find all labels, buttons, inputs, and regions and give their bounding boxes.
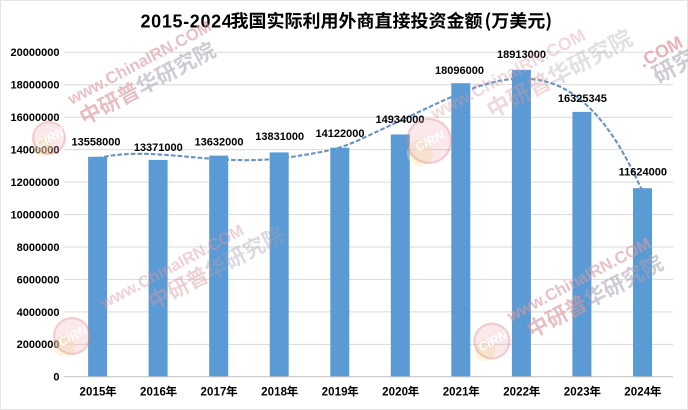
svg-text:2020: 2020 xyxy=(382,387,408,399)
svg-text:2022: 2022 xyxy=(503,387,529,399)
svg-text:0: 0 xyxy=(53,372,59,384)
svg-text:8000000: 8000000 xyxy=(17,242,60,254)
svg-text:10000000: 10000000 xyxy=(11,210,60,222)
svg-text:2015: 2015 xyxy=(80,387,106,399)
svg-text:13831000: 13831000 xyxy=(255,131,304,143)
svg-text:14000000: 14000000 xyxy=(11,145,60,157)
svg-text:14122000: 14122000 xyxy=(316,128,365,140)
svg-text:2018: 2018 xyxy=(261,387,287,399)
svg-text:6000000: 6000000 xyxy=(17,274,60,286)
svg-text:2000000: 2000000 xyxy=(17,339,60,351)
svg-text:2016: 2016 xyxy=(140,387,166,399)
svg-text:14934000: 14934000 xyxy=(376,114,425,126)
svg-text:2015-2024: 2015-2024 xyxy=(141,11,233,31)
svg-text:18913000: 18913000 xyxy=(497,49,546,61)
svg-text:13558000: 13558000 xyxy=(72,136,121,148)
svg-text:18096000: 18096000 xyxy=(435,65,484,77)
svg-text:18000000: 18000000 xyxy=(11,80,60,92)
svg-text:16000000: 16000000 xyxy=(11,112,60,124)
svg-text:20000000: 20000000 xyxy=(11,47,60,59)
svg-text:16325345: 16325345 xyxy=(558,93,607,105)
svg-text:2023: 2023 xyxy=(564,387,590,399)
svg-text:12000000: 12000000 xyxy=(11,177,60,189)
svg-text:2017: 2017 xyxy=(201,387,227,399)
svg-text:13371000: 13371000 xyxy=(134,142,183,154)
svg-text:11624000: 11624000 xyxy=(619,166,667,178)
svg-text:2021: 2021 xyxy=(443,387,469,399)
svg-text:2019: 2019 xyxy=(322,387,348,399)
svg-text:4000000: 4000000 xyxy=(17,307,60,319)
svg-text:2024: 2024 xyxy=(624,387,650,399)
svg-text:13632000: 13632000 xyxy=(195,136,244,148)
